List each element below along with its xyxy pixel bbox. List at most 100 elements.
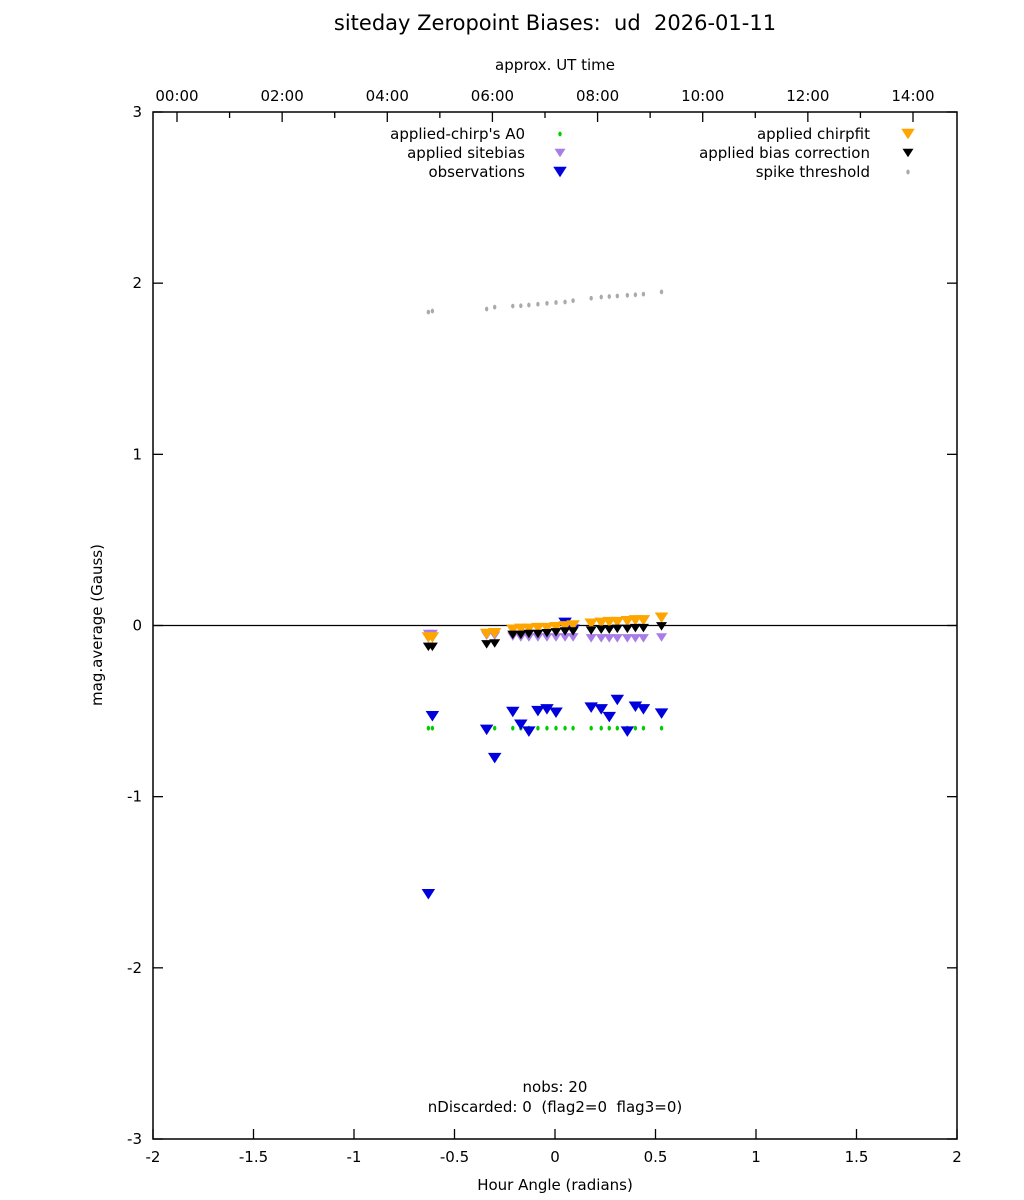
marker-observations <box>549 707 563 719</box>
marker-spike-threshold <box>571 298 575 304</box>
marker-applied-sitebias <box>629 634 641 643</box>
ut-tick-label: 08:00 <box>576 87 619 105</box>
marker-observations <box>602 711 617 723</box>
y-tick-label: 3 <box>132 103 142 121</box>
marker-observations <box>531 705 545 717</box>
left-axis-title: mag.average (Gauss) <box>88 544 106 706</box>
marker-observations <box>522 726 536 737</box>
marker-spike-threshold <box>615 293 620 299</box>
marker-applied-chirp-s-a0 <box>571 725 575 731</box>
marker-spike-threshold <box>589 295 593 301</box>
x-tick-label: 2 <box>952 1148 962 1166</box>
legend-label: applied sitebias <box>407 144 525 162</box>
marker-spike-threshold <box>599 294 603 300</box>
marker-applied-chirp-s-a0 <box>536 725 540 731</box>
marker-applied-sitebias <box>559 633 571 642</box>
marker-spike-threshold <box>641 291 646 297</box>
legend-label: applied bias correction <box>699 144 870 162</box>
marker-spike-threshold <box>493 304 497 310</box>
marker-applied-chirp-s-a0 <box>430 725 435 731</box>
legend-label: spike threshold <box>756 163 870 181</box>
y-tick-label: -3 <box>127 1130 142 1148</box>
marker-applied-chirpfit <box>558 621 572 632</box>
marker-applied-sitebias <box>656 633 668 642</box>
ut-tick-label: 04:00 <box>366 87 409 105</box>
marker-applied-bias-correction <box>611 624 623 634</box>
marker-applied-chirp-s-a0 <box>599 725 603 731</box>
marker-applied-chirpfit <box>531 622 545 634</box>
marker-spike-threshold <box>545 300 549 306</box>
marker-applied-bias-correction <box>656 622 668 631</box>
marker-observations <box>540 704 554 715</box>
legend-label: applied-chirp's A0 <box>390 125 525 143</box>
legend-label: observations <box>428 163 525 181</box>
marker-applied-chirp-s-a0 <box>607 725 611 731</box>
marker-spike-threshold <box>511 303 515 309</box>
marker-applied-sitebias <box>567 633 579 642</box>
marker-applied-sitebias <box>585 634 597 643</box>
nobs-annotation: nobs: 20 <box>522 1078 588 1096</box>
legend-observations-marker <box>553 166 567 178</box>
marker-spike-threshold <box>527 302 531 308</box>
marker-applied-chirpfit <box>620 615 635 627</box>
y-tick-label: 1 <box>132 445 142 463</box>
marker-spike-threshold <box>536 301 540 307</box>
marker-applied-bias-correction <box>585 626 597 635</box>
ut-tick-label: 06:00 <box>471 87 514 105</box>
marker-applied-chirpfit <box>479 628 494 640</box>
marker-applied-chirp-s-a0 <box>589 725 593 731</box>
marker-applied-bias-correction <box>550 628 562 637</box>
x-tick-label: -1.5 <box>239 1148 268 1166</box>
marker-applied-chirpfit <box>594 617 608 629</box>
marker-spike-threshold <box>633 292 638 298</box>
marker-observations <box>479 724 494 736</box>
marker-applied-sitebias <box>637 634 649 643</box>
marker-applied-chirpfit <box>654 612 669 624</box>
legend-applied-sitebias-marker <box>554 148 566 158</box>
marker-applied-chirp-s-a0 <box>493 725 497 731</box>
ndiscarded-annotation: nDiscarded: 0 (flag2=0 flag3=0) <box>427 1098 683 1116</box>
marker-applied-chirp-s-a0 <box>554 725 558 731</box>
marker-applied-sitebias <box>595 634 607 643</box>
ut-tick-label: 10:00 <box>681 87 724 105</box>
marker-applied-chirp-s-a0 <box>563 725 567 731</box>
legend-applied-chirpfit-marker <box>901 128 915 140</box>
x-tick-label: 0.5 <box>644 1148 668 1166</box>
marker-applied-sitebias <box>550 633 562 642</box>
ut-tick-label: 14:00 <box>891 87 934 105</box>
marker-observations <box>506 706 520 718</box>
marker-spike-threshold <box>607 294 611 299</box>
marker-observations <box>514 719 528 731</box>
marker-spike-threshold <box>484 306 489 312</box>
ut-tick-label: 12:00 <box>786 87 829 105</box>
marker-applied-chirp-s-a0 <box>633 725 638 731</box>
y-tick-label: 2 <box>132 274 142 292</box>
marker-applied-bias-correction <box>567 627 579 636</box>
x-tick-label: -2 <box>146 1148 161 1166</box>
marker-applied-chirp-s-a0 <box>426 725 431 731</box>
marker-applied-sitebias <box>541 633 553 642</box>
bottom-axis-title: Hour Angle (radians) <box>477 1176 633 1194</box>
marker-applied-chirp-s-a0 <box>511 725 515 731</box>
marker-spike-threshold <box>430 308 435 314</box>
marker-spike-threshold <box>625 292 630 298</box>
marker-observations <box>584 702 598 713</box>
marker-spike-threshold <box>659 289 664 295</box>
marker-applied-sitebias <box>611 634 623 643</box>
marker-applied-chirpfit <box>540 622 554 634</box>
marker-applied-chirpfit <box>506 624 520 636</box>
x-tick-label: 0 <box>550 1148 560 1166</box>
x-tick-label: -0.5 <box>440 1148 469 1166</box>
x-tick-label: 1.5 <box>845 1148 869 1166</box>
marker-spike-threshold <box>563 299 567 305</box>
marker-applied-bias-correction <box>426 642 438 652</box>
marker-applied-bias-correction <box>637 623 649 633</box>
marker-observations <box>594 704 608 715</box>
marker-applied-chirpfit <box>549 621 563 633</box>
y-tick-label: -2 <box>127 959 142 977</box>
marker-applied-chirp-s-a0 <box>615 725 620 731</box>
ut-tick-label: 00:00 <box>155 87 198 105</box>
marker-applied-bias-correction <box>559 627 571 636</box>
marker-applied-chirp-s-a0 <box>659 725 664 731</box>
